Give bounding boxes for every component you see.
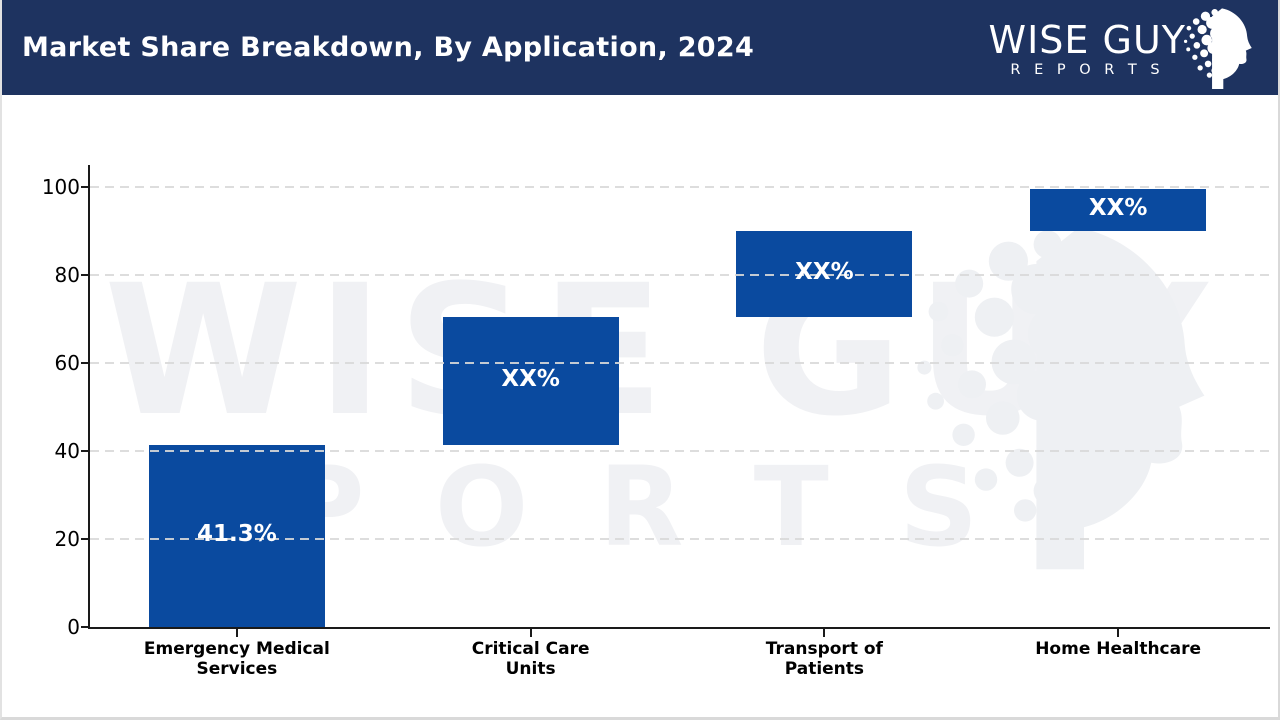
y-axis-tick-mark — [81, 362, 89, 364]
x-axis-tick-mark — [823, 629, 826, 637]
x-axis-tick-mark — [1117, 629, 1120, 637]
watermark-text-line2: P O R T S — [284, 443, 995, 571]
y-axis-tick-label: 80 — [54, 263, 80, 287]
x-axis-category-label: Emergency Medical Services — [143, 639, 330, 679]
y-gridline — [90, 538, 1270, 540]
bar-value-label: 41.3% — [196, 521, 277, 548]
y-axis-tick-label: 20 — [54, 527, 80, 551]
market-share-bar — [442, 316, 619, 446]
y-gridline — [90, 450, 1270, 452]
y-gridline — [90, 362, 1270, 364]
y-axis-tick-mark — [81, 274, 89, 276]
y-axis-tick-mark — [81, 186, 89, 188]
header-bar: Market Share Breakdown, By Application, … — [2, 0, 1278, 95]
y-axis-tick-mark — [81, 626, 89, 628]
wise-guy-reports-logo: WISE GUY R E P O R T S — [989, 7, 1268, 93]
y-axis-tick-label: 40 — [54, 439, 80, 463]
y-axis-tick-label: 0 — [67, 615, 80, 639]
x-axis-category-label: Transport of Patients — [765, 639, 883, 679]
x-axis-tick-mark — [529, 629, 532, 637]
y-axis-tick-mark — [81, 538, 89, 540]
y-axis-line — [88, 165, 90, 629]
x-axis-line — [88, 627, 1270, 629]
bar-value-label: XX% — [795, 258, 854, 285]
chart-title: Market Share Breakdown, By Application, … — [22, 32, 755, 63]
bar-value-label: XX% — [1088, 195, 1148, 222]
market-share-bar — [148, 445, 325, 627]
logo-brand-name: WISE GUY — [988, 18, 1186, 63]
logo-text: WISE GUY R E P O R T S — [988, 18, 1186, 79]
x-axis-category-label: Home Healthcare — [1035, 639, 1202, 659]
logo-brand-subtitle: R E P O R T S — [1010, 62, 1165, 79]
y-axis-tick-mark — [81, 450, 89, 452]
x-axis-category-label: Critical Care Units — [471, 639, 590, 679]
market-share-bar — [1030, 189, 1207, 231]
y-gridline — [90, 274, 1270, 276]
x-axis-tick-mark — [235, 629, 238, 637]
y-axis-tick-label: 60 — [54, 351, 80, 375]
y-gridline — [90, 186, 1270, 188]
bar-value-label: XX% — [501, 366, 560, 393]
market-share-bar — [736, 231, 913, 317]
y-axis-tick-label: 100 — [41, 175, 80, 199]
